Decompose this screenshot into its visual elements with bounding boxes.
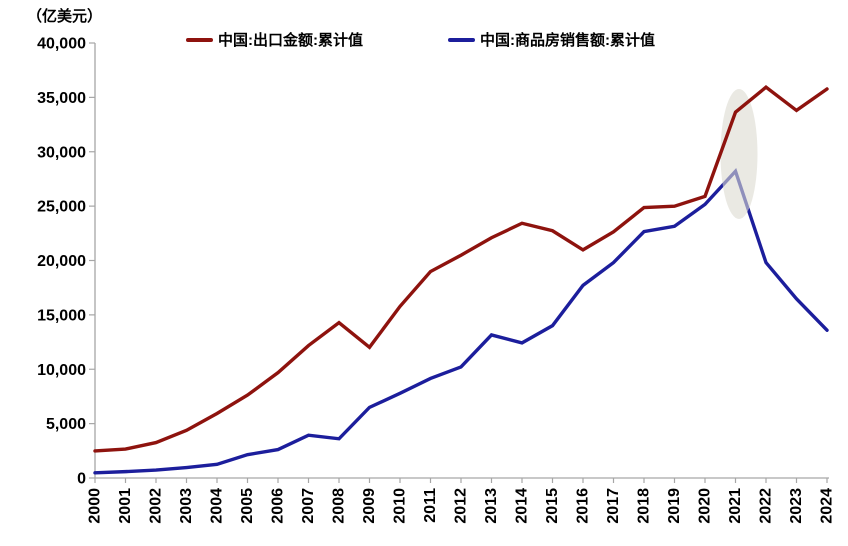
x-tick-label: 2020 — [697, 488, 714, 524]
x-tick-label: 2016 — [575, 488, 592, 524]
x-tick-label: 2019 — [666, 488, 683, 524]
y-tick-label: 35,000 — [37, 90, 86, 107]
y-tick-label: 40,000 — [37, 36, 86, 53]
x-tick-label: 2010 — [392, 488, 409, 524]
x-tick-label: 2012 — [453, 488, 470, 524]
x-tick-label: 2018 — [636, 488, 653, 524]
x-tick-label: 2004 — [209, 488, 226, 524]
x-tick-label: 2021 — [727, 488, 744, 524]
x-tick-label: 2015 — [544, 488, 561, 524]
x-tick-label: 2001 — [117, 488, 134, 524]
x-tick-label: 2007 — [300, 488, 317, 524]
x-tick-label: 2002 — [148, 488, 165, 524]
x-tick-label: 2003 — [178, 488, 195, 524]
y-tick-label: 20,000 — [37, 253, 86, 270]
legend-item-label: 中国:商品房销售额:累计值 — [480, 32, 655, 49]
legend-item-label: 中国:出口金额:累计值 — [218, 32, 363, 49]
highlight-ellipse — [720, 89, 758, 219]
x-tick-label: 2014 — [514, 488, 531, 524]
series-line-housing-sales — [93, 167, 829, 475]
x-tick-label: 2008 — [331, 488, 348, 524]
legend-line-marker-red-icon — [186, 37, 213, 42]
y-tick-label: 0 — [77, 471, 86, 488]
legend-line-marker-blue-icon — [448, 37, 475, 42]
x-tick-label: 2009 — [361, 488, 378, 524]
x-tick-label: 2022 — [758, 488, 775, 524]
x-tick-label: 2006 — [270, 488, 287, 524]
x-tick-label: 2024 — [819, 488, 836, 524]
y-tick-label: 10,000 — [37, 362, 86, 379]
x-tick-label: 2005 — [239, 488, 256, 524]
y-tick-label: 30,000 — [37, 144, 86, 161]
y-tick-label: 15,000 — [37, 307, 86, 324]
y-axis-unit-label: （亿美元） — [27, 8, 103, 25]
x-tick-label: 2017 — [605, 488, 622, 524]
x-tick-label: 2013 — [483, 488, 500, 524]
series-line-exports — [93, 85, 829, 453]
legend-item-exports: 中国:出口金额:累计值 — [186, 29, 363, 50]
y-tick-label: 25,000 — [37, 199, 86, 216]
x-tick-label: 2011 — [422, 488, 439, 523]
x-tick-label: 2023 — [788, 488, 805, 524]
y-tick-label: 5,000 — [46, 416, 86, 433]
x-tick-label: 2000 — [87, 488, 104, 524]
legend-item-housing: 中国:商品房销售额:累计值 — [448, 29, 655, 50]
